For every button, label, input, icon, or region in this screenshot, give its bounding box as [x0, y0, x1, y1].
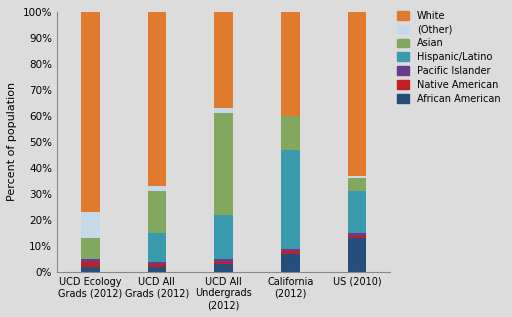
Bar — [281, 150, 300, 249]
Bar — [81, 238, 99, 259]
Bar — [348, 233, 366, 236]
Bar — [348, 238, 366, 272]
Bar — [214, 215, 233, 259]
Bar — [147, 191, 166, 233]
Bar — [147, 264, 166, 267]
Bar — [147, 267, 166, 272]
Bar — [81, 259, 99, 262]
Bar — [81, 212, 99, 238]
Bar — [147, 186, 166, 191]
Bar — [281, 12, 300, 116]
Bar — [348, 176, 366, 178]
Bar — [348, 178, 366, 191]
Bar — [281, 116, 300, 150]
Bar — [81, 267, 99, 272]
Bar — [281, 251, 300, 254]
Bar — [147, 262, 166, 264]
Y-axis label: Percent of population: Percent of population — [7, 82, 17, 202]
Bar — [214, 113, 233, 215]
Bar — [348, 12, 366, 176]
Bar — [281, 254, 300, 272]
Bar — [147, 233, 166, 262]
Bar — [81, 12, 99, 212]
Bar — [348, 236, 366, 238]
Bar — [214, 262, 233, 264]
Bar — [214, 12, 233, 108]
Bar — [214, 264, 233, 272]
Bar — [281, 249, 300, 251]
Bar — [147, 12, 166, 186]
Bar — [348, 191, 366, 233]
Bar — [81, 262, 99, 267]
Legend: White, (Other), Asian, Hispanic/Latino, Pacific Islander, Native American, Afric: White, (Other), Asian, Hispanic/Latino, … — [394, 7, 504, 108]
Bar — [214, 259, 233, 262]
Bar — [214, 108, 233, 113]
